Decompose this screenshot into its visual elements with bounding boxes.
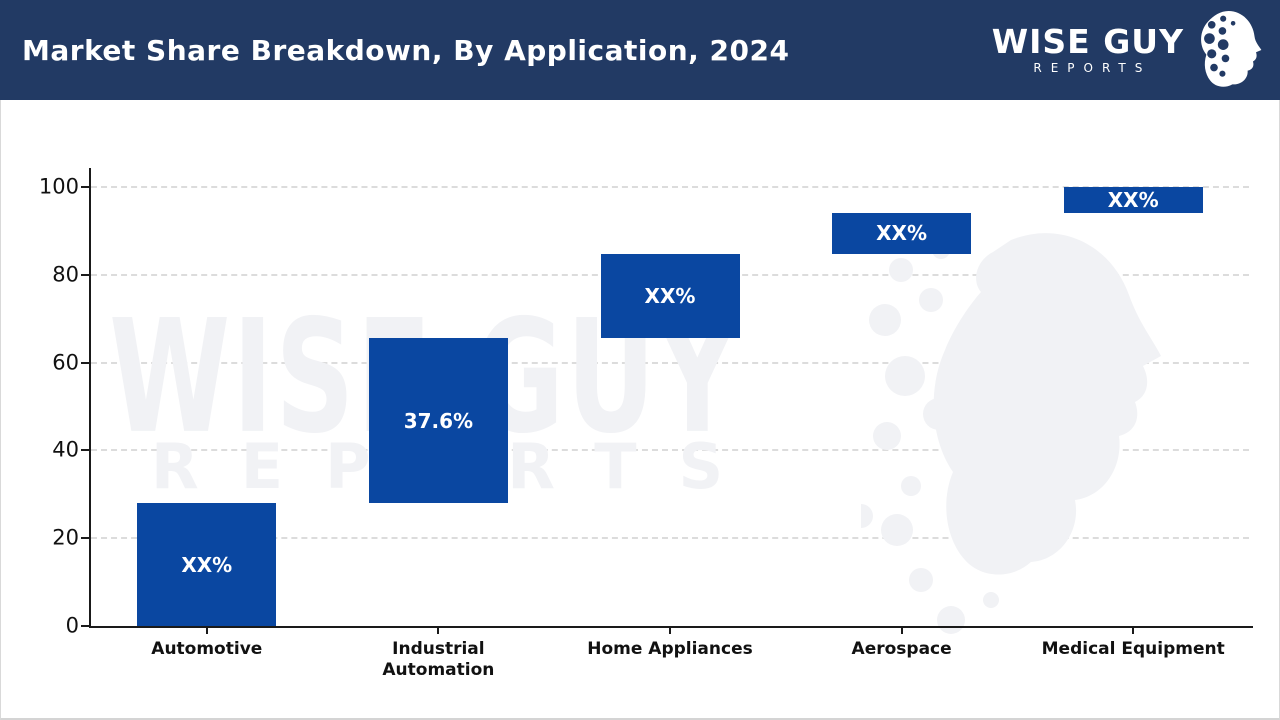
- x-category-label-industrial-automation: Industrial Automation: [323, 639, 555, 682]
- logo-wordmark-line2: REPORTS: [1033, 61, 1152, 75]
- y-tick-label-100: 100: [38, 174, 79, 199]
- chart-title: Market Share Breakdown, By Application, …: [22, 33, 790, 67]
- y-tick-mark-20: [81, 537, 89, 540]
- logo-face-icon: [1201, 11, 1262, 87]
- y-tick-mark-80: [81, 273, 89, 276]
- gridline-100: [91, 186, 1249, 188]
- bar-medical-equipment: XX%: [1063, 187, 1203, 213]
- gridline-40: [91, 449, 1249, 452]
- x-category-label-text: Aerospace: [851, 639, 952, 659]
- bar-value-label: XX%: [644, 283, 696, 308]
- bar-home-appliances: XX%: [600, 253, 740, 338]
- bar-value-label: XX%: [876, 221, 928, 246]
- y-tick-mark-40: [81, 449, 89, 452]
- y-tick-label-80: 80: [52, 262, 79, 287]
- x-tick-mark-aerospace: [900, 626, 903, 634]
- x-category-label-text: Medical Equipment: [1041, 639, 1225, 659]
- bar-value-label: 37.6%: [403, 408, 474, 433]
- y-tick-label-60: 60: [52, 350, 79, 375]
- x-category-label-aerospace: Aerospace: [786, 639, 1018, 660]
- gridline-60: [91, 361, 1249, 364]
- y-tick-label-40: 40: [52, 437, 79, 462]
- y-axis-line: [89, 168, 91, 628]
- header-bar: Market Share Breakdown, By Application, …: [0, 0, 1280, 100]
- y-tick-mark-0: [81, 625, 89, 627]
- bar-value-label: XX%: [1107, 187, 1159, 212]
- x-category-label-home-appliances: Home Appliances: [554, 639, 786, 660]
- x-category-label-text: Industrial Automation: [382, 639, 495, 681]
- x-axis-line: [89, 626, 1253, 628]
- bar-automotive: XX%: [137, 503, 277, 626]
- x-category-label-automotive: Automotive: [91, 639, 323, 660]
- bar-aerospace: XX%: [832, 212, 972, 254]
- y-tick-label-0: 0: [65, 613, 79, 638]
- y-tick-mark-60: [81, 361, 89, 364]
- logo-wordmark-line1: WISE GUY: [991, 22, 1184, 61]
- x-tick-mark-industrial-automation: [437, 626, 440, 634]
- x-tick-mark-medical-equipment: [1132, 626, 1135, 634]
- gridline-20: [91, 537, 1249, 540]
- bar-value-label: XX%: [181, 552, 233, 577]
- bar-industrial-automation: 37.6%: [368, 338, 508, 504]
- x-tick-mark-automotive: [205, 626, 208, 634]
- x-category-label-medical-equipment: Medical Equipment: [1017, 639, 1249, 660]
- x-category-label-text: Automotive: [151, 639, 263, 659]
- y-tick-label-20: 20: [52, 525, 79, 550]
- logo-wordmark: WISE GUY REPORTS: [992, 25, 1184, 75]
- x-tick-mark-home-appliances: [669, 626, 671, 634]
- watermark-face-icon: [861, 233, 1161, 634]
- y-tick-mark-100: [81, 186, 89, 188]
- x-category-label-text: Home Appliances: [587, 639, 753, 659]
- wise-guy-logo: WISE GUY REPORTS: [992, 8, 1266, 92]
